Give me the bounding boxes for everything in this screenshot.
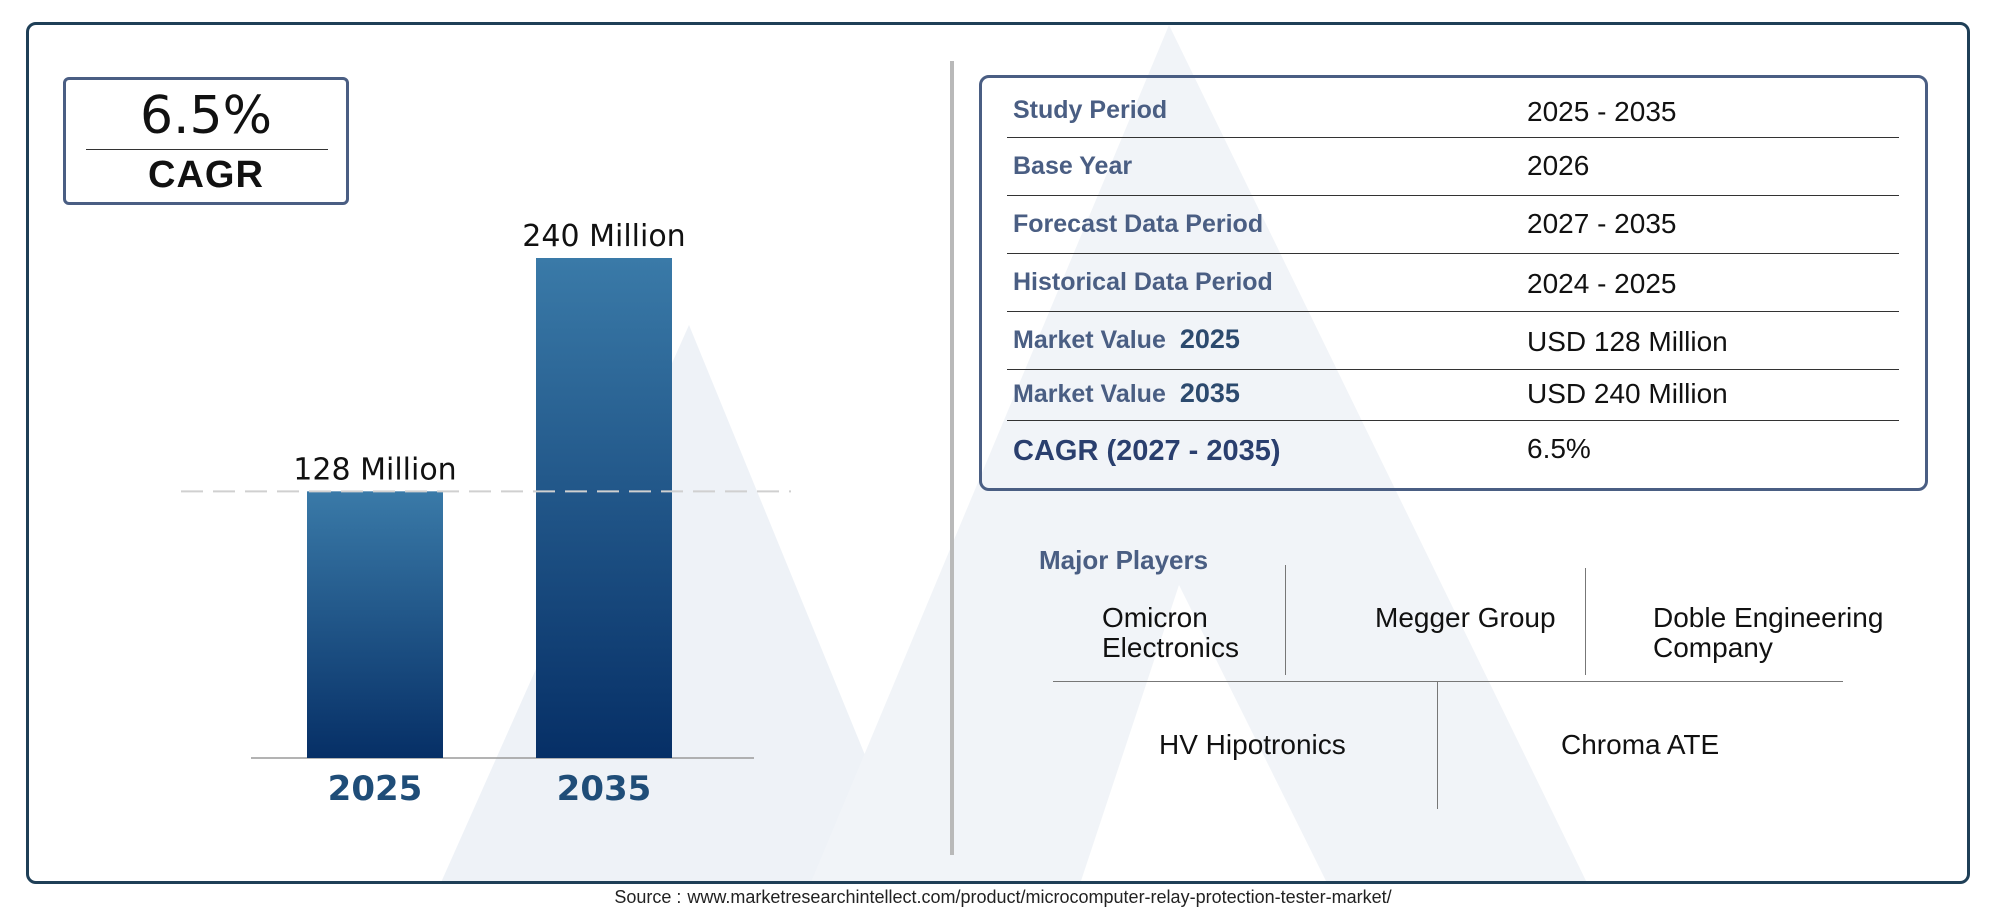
player-doble-engineering: Doble Engineering Company (1653, 603, 1883, 663)
info-value: 2025 - 2035 (1527, 96, 1677, 127)
source-link[interactable]: www.marketresearchintellect.com/product/… (687, 887, 1392, 907)
info-value: USD 128 Million (1527, 326, 1728, 357)
info-row-base-year: Base Year 2026 (1007, 138, 1899, 196)
major-players-title: Major Players (1039, 545, 1209, 575)
player-megger-group: Megger Group (1375, 603, 1556, 633)
info-row-study-period: Study Period 2025 - 2035 (1007, 84, 1899, 138)
players-row-separator (1053, 681, 1843, 682)
info-label: Study Period (1013, 96, 1168, 124)
player-name-line: Electronics (1102, 632, 1239, 663)
info-label: Base Year (1013, 152, 1133, 180)
player-name-line: Omicron (1102, 602, 1208, 633)
vertical-divider (950, 61, 954, 855)
info-row-market-value-2025: Market Value 2025 USD 128 Million (1007, 312, 1899, 370)
info-row-historical-period: Historical Data Period 2024 - 2025 (1007, 254, 1899, 312)
data-label-2025: 128 Million (293, 452, 456, 487)
players-separator (1585, 568, 1586, 675)
report-frame: 6.5% CAGR 128 Million 2025 240 Million 2035… (26, 22, 1970, 884)
player-omicron-electronics: Omicron Electronics (1102, 603, 1239, 663)
source-footer: Source : www.marketresearchintellect.com/… (0, 887, 2000, 908)
data-label-2035: 240 Million (522, 219, 685, 254)
player-name-line: Company (1653, 632, 1773, 663)
info-label: Market Value 2035 (1013, 378, 1240, 409)
player-name-line: Chroma ATE (1561, 729, 1720, 760)
players-separator (1285, 565, 1286, 675)
info-value: 2026 (1527, 150, 1590, 181)
info-label-year: 2025 (1179, 324, 1240, 354)
bar-2035 (536, 258, 672, 758)
info-value: USD 240 Million (1527, 378, 1728, 409)
info-row-market-value-2035: Market Value 2035 USD 240 Million (1007, 370, 1899, 421)
info-value: 2027 - 2035 (1527, 208, 1677, 239)
cagr-label: CAGR (148, 154, 264, 196)
info-label: Forecast Data Period (1013, 210, 1264, 238)
info-label-text: Market Value (1013, 380, 1166, 408)
info-row-forecast-period: Forecast Data Period 2027 - 2035 (1007, 196, 1899, 254)
bar-2025 (307, 491, 443, 758)
players-separator (1437, 682, 1438, 809)
player-hv-hipotronics: HV Hipotronics (1159, 730, 1346, 760)
player-chroma-ate: Chroma ATE (1561, 730, 1719, 760)
player-name-line: Megger Group (1375, 602, 1556, 633)
cagr-summary-box: 6.5% CAGR (63, 77, 349, 205)
info-value: 6.5% (1527, 433, 1591, 464)
info-label: Historical Data Period (1013, 268, 1273, 296)
category-label-2035: 2035 (557, 769, 652, 809)
info-value: 2024 - 2025 (1527, 268, 1677, 299)
cagr-value: 6.5% (139, 86, 273, 146)
info-label-year: 2035 (1179, 378, 1240, 408)
category-label-2025: 2025 (328, 769, 423, 809)
player-name-line: Doble Engineering (1653, 602, 1884, 633)
source-label: Source : (614, 887, 682, 907)
info-label-text: Market Value (1013, 326, 1166, 354)
player-name-line: HV Hipotronics (1159, 729, 1346, 760)
market-info-table: Study Period 2025 - 2035 Base Year 2026 … (979, 75, 1928, 491)
info-label: CAGR (2027 - 2035) (1013, 435, 1281, 467)
cagr-divider (86, 149, 328, 150)
info-row-cagr: CAGR (2027 - 2035) 6.5% (1007, 421, 1899, 481)
market-bar-chart: 128 Million 2025 240 Million 2035 (181, 219, 791, 809)
info-label: Market Value 2025 (1013, 324, 1240, 355)
